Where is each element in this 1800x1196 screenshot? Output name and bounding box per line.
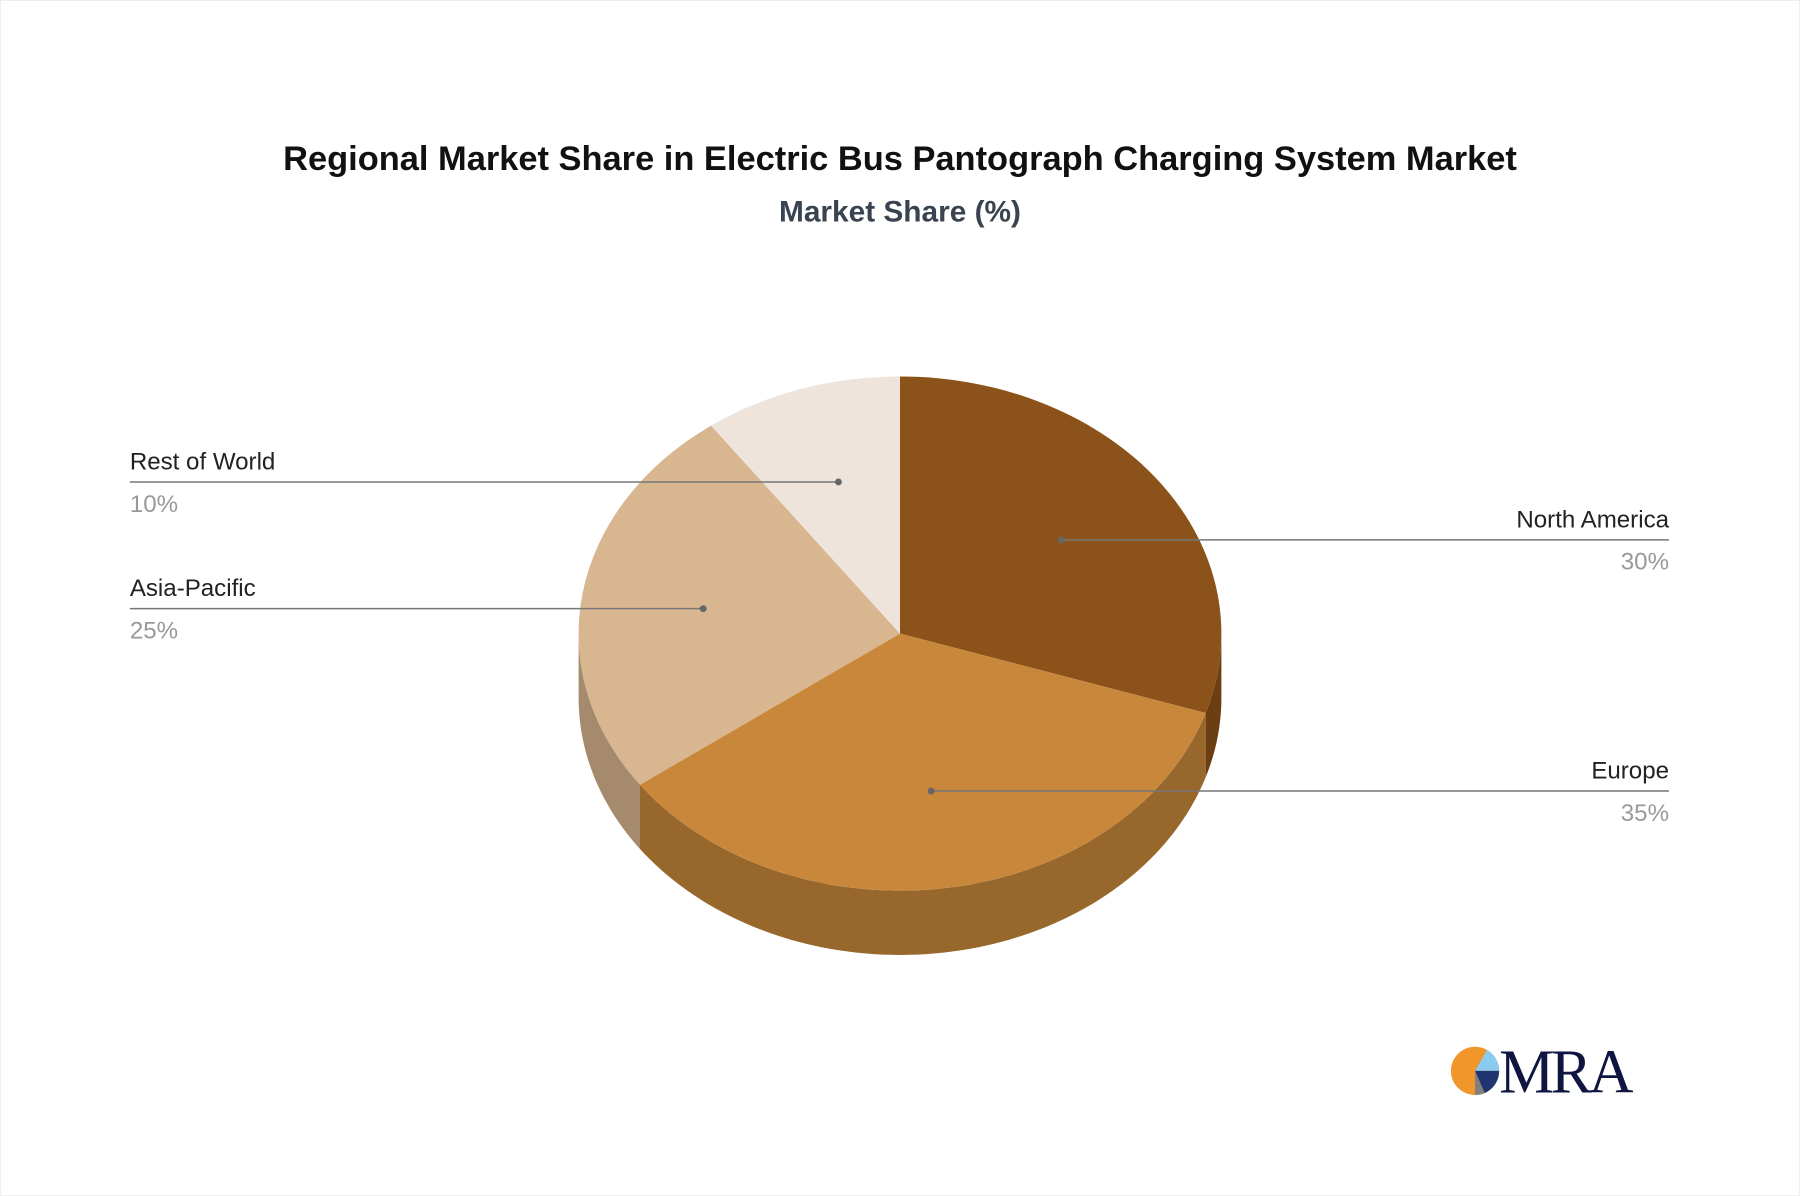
value-label-north-america: 30% bbox=[1621, 549, 1669, 576]
leader-dot-europe bbox=[927, 787, 935, 795]
mra-logo: MRA bbox=[1450, 1039, 1637, 1107]
slice-side-north-america bbox=[1205, 633, 1222, 778]
leader-dot-north-america bbox=[1057, 536, 1065, 544]
slice-side-asia-pacific bbox=[578, 633, 640, 849]
value-label-europe: 35% bbox=[1621, 800, 1669, 827]
label-rest-of-world: Rest of World bbox=[130, 448, 276, 475]
slice-europe[interactable] bbox=[639, 633, 1206, 891]
leader-dot-asia-pacific bbox=[699, 605, 707, 613]
pie-sides bbox=[578, 633, 1222, 955]
value-label-asia-pacific: 25% bbox=[130, 617, 178, 644]
slice-rest-of-world[interactable] bbox=[711, 376, 900, 634]
logo-text: MRA bbox=[1499, 1039, 1634, 1107]
chart-title: Regional Market Share in Electric Bus Pa… bbox=[283, 140, 1517, 178]
pie-slices bbox=[578, 376, 1222, 891]
label-asia-pacific: Asia-Pacific bbox=[130, 575, 256, 602]
label-europe: Europe bbox=[1591, 757, 1669, 784]
label-north-america: North America bbox=[1516, 506, 1669, 533]
value-label-rest-of-world: 10% bbox=[130, 491, 178, 518]
slice-asia-pacific[interactable] bbox=[578, 425, 900, 785]
slice-side-europe bbox=[639, 713, 1206, 955]
chart-subtitle: Market Share (%) bbox=[779, 196, 1021, 229]
leader-dot-rest-of-world bbox=[834, 478, 842, 486]
logo-pie-segment bbox=[1475, 1049, 1500, 1071]
logo-pie-segment bbox=[1475, 1070, 1485, 1095]
logo-pie-segment bbox=[1475, 1070, 1500, 1094]
pie-labels: North America 30% Europe 35% Asia-Pacific 25%… bbox=[129, 448, 1670, 827]
slice-north-america[interactable] bbox=[900, 376, 1222, 714]
